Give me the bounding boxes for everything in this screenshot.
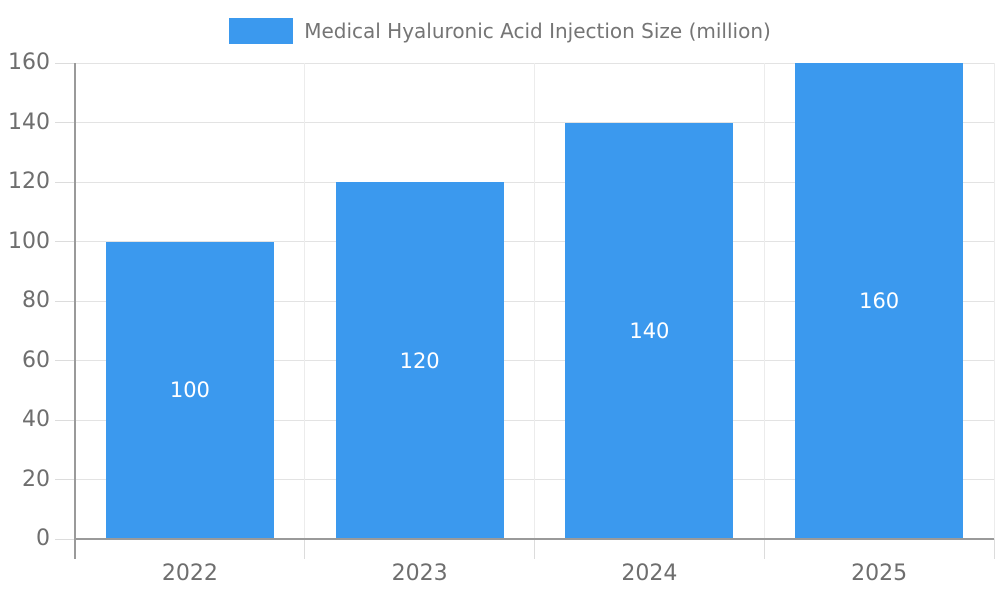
y-axis-tick-label: 60	[22, 347, 50, 373]
bar[interactable]: 100	[105, 241, 274, 539]
x-axis-tick	[534, 539, 535, 559]
y-axis-tick-label: 120	[8, 169, 50, 194]
y-axis-tick	[55, 62, 75, 64]
bar-value-label: 120	[399, 348, 440, 373]
y-axis-tick-label: 160	[8, 50, 50, 75]
legend: Medical Hyaluronic Acid Injection Size (…	[0, 14, 1000, 48]
legend-item[interactable]: Medical Hyaluronic Acid Injection Size (…	[229, 18, 771, 44]
x-axis-tick-label: 2024	[621, 561, 678, 586]
x-axis-tick	[763, 539, 765, 559]
x-axis-line	[74, 538, 994, 540]
x-axis-tick-label: 2023	[391, 561, 448, 586]
x-axis-tick-label: 2025	[851, 561, 908, 586]
bar[interactable]: 120	[335, 182, 504, 539]
x-axis-tick	[304, 539, 306, 559]
bar[interactable]: 160	[795, 63, 964, 539]
bar-value-label: 160	[859, 289, 900, 313]
y-axis-tick-label: 40	[22, 407, 50, 432]
y-axis-line	[74, 63, 76, 559]
y-axis-tick-label: 140	[8, 109, 50, 135]
bar-value-label: 100	[169, 378, 210, 403]
legend-swatch-icon	[229, 18, 294, 44]
x-boundary-gridline	[304, 63, 306, 539]
y-axis-tick	[55, 479, 75, 480]
bar-value-label: 140	[629, 318, 670, 343]
y-axis-tick-label: 0	[36, 526, 50, 551]
x-boundary-gridline	[993, 63, 995, 539]
y-axis-tick	[55, 181, 75, 183]
y-axis-tick	[55, 538, 75, 540]
x-axis-tick-label: 2022	[161, 561, 218, 586]
y-axis-tick	[55, 360, 75, 361]
x-axis-tick	[993, 539, 995, 559]
y-axis-tick	[55, 241, 75, 242]
y-axis-tick	[55, 419, 75, 421]
x-boundary-gridline	[534, 63, 535, 539]
y-axis-tick	[55, 122, 75, 123]
y-axis-tick	[55, 300, 75, 302]
y-axis-tick-label: 80	[22, 288, 50, 313]
x-boundary-gridline	[763, 63, 765, 539]
y-axis-tick-label: 20	[22, 466, 50, 492]
bar[interactable]: 140	[565, 122, 734, 539]
y-axis-tick-label: 100	[8, 228, 50, 254]
legend-label: Medical Hyaluronic Acid Injection Size (…	[304, 19, 771, 43]
